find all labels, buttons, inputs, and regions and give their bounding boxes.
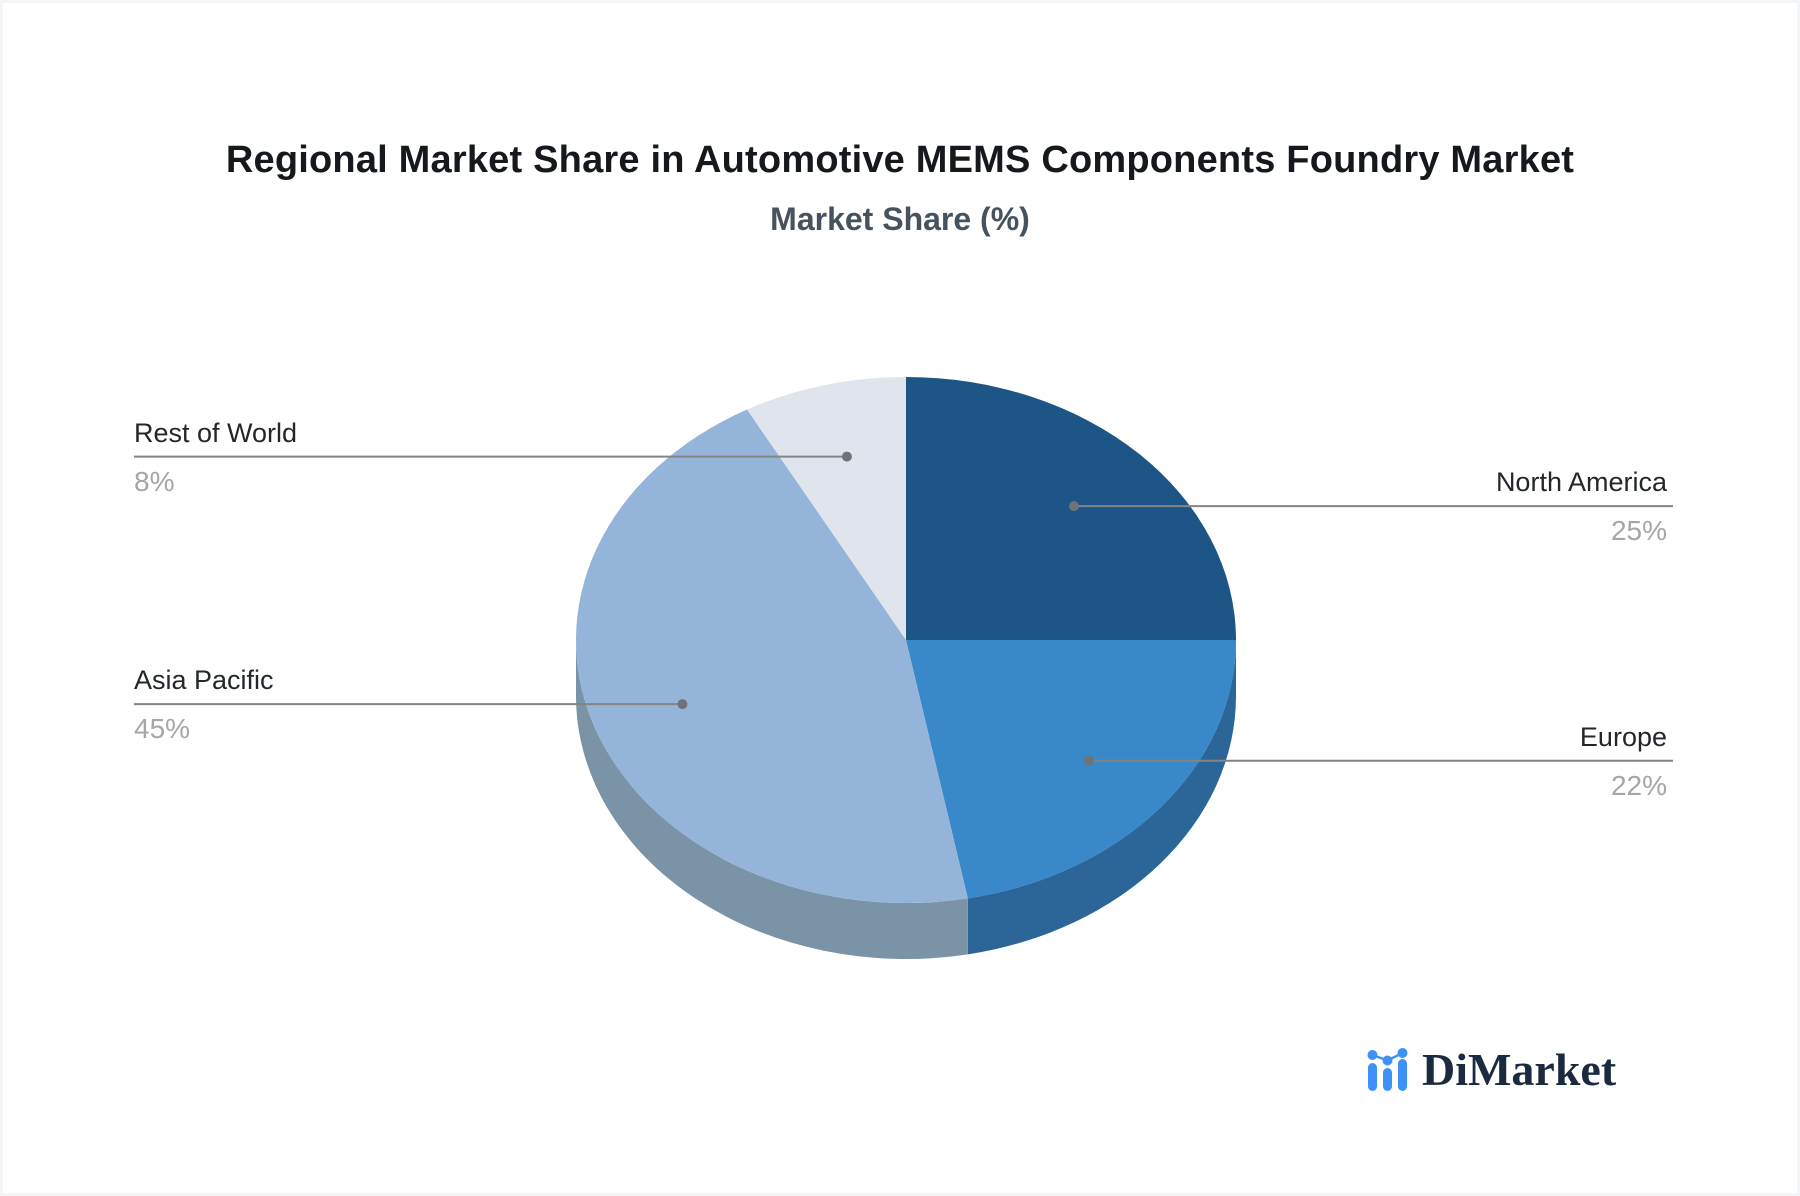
pie-value-asia-pacific: 45% (134, 713, 191, 745)
pie-label-north-america: North America (1495, 467, 1667, 498)
dimarket-logo: DiMarket (1366, 1041, 1616, 1099)
pie-label-rest-of-world: Rest of World (134, 417, 298, 448)
pie-value-rest-of-world: 8% (134, 465, 175, 497)
leader-dot (677, 699, 688, 710)
dimarket-logo-text: DiMarket (1422, 1044, 1617, 1095)
pie-slice (747, 377, 906, 640)
pie-value-north-america: 25% (1610, 515, 1667, 547)
leader-dot (1069, 501, 1080, 512)
leader-dot (1084, 755, 1095, 766)
bar-chart-logo-icon (1367, 1048, 1408, 1091)
pie-label-europe: Europe (1579, 721, 1667, 752)
pie-label-asia-pacific: Asia Pacific (134, 665, 274, 696)
leader-dot (841, 451, 852, 462)
pie-slice-side (576, 640, 968, 959)
pie-slice (575, 409, 968, 904)
chart-title: Regional Market Share in Automotive MEMS… (225, 139, 1575, 181)
pie-slice (906, 640, 1236, 899)
pie-value-europe: 22% (1610, 769, 1667, 801)
chart-subtitle: Market Share (%) (770, 201, 1030, 237)
pie-chart (134, 377, 1673, 959)
pie-slice-side (967, 640, 1236, 955)
